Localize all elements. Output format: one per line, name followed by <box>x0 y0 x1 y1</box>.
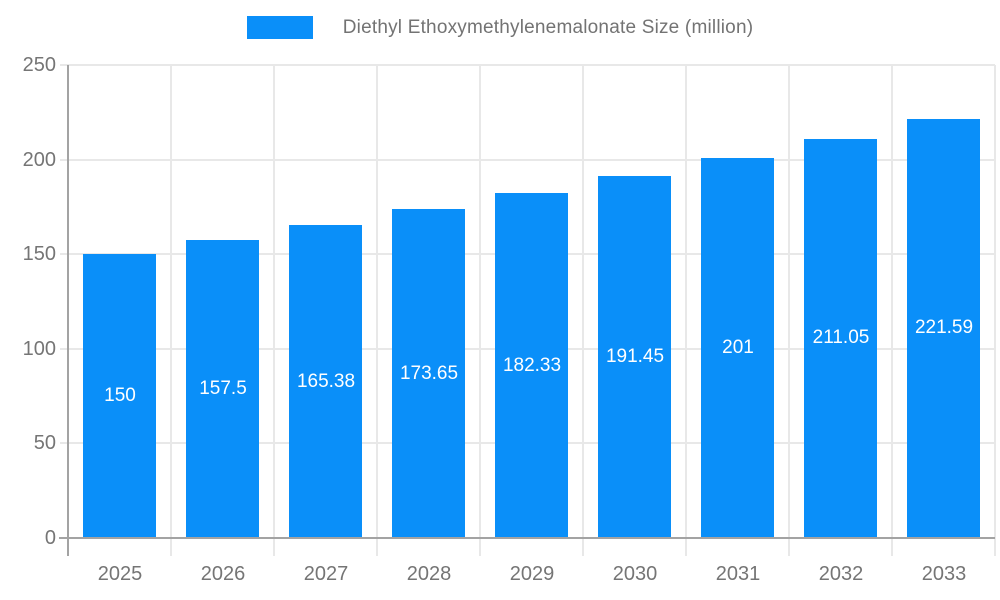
bar-value-label: 182.33 <box>502 355 562 376</box>
y-axis-tick-label: 100 <box>22 337 56 360</box>
bar[interactable] <box>907 118 980 538</box>
x-axis-tick-label: 2031 <box>715 563 761 585</box>
bar-value-label: 221.59 <box>914 317 974 338</box>
bar-value-label: 157.5 <box>199 378 247 399</box>
y-axis-tick-label: 0 <box>44 527 56 549</box>
y-axis-tick-label: 50 <box>33 432 56 455</box>
x-gridline <box>891 65 893 556</box>
bar[interactable] <box>701 157 774 538</box>
x-gridline <box>582 65 584 556</box>
bar-value-label: 165.38 <box>296 371 356 392</box>
bar[interactable] <box>392 209 465 538</box>
x-axis-tick-label: 2025 <box>97 563 143 585</box>
bar-value-label: 191.45 <box>605 346 665 367</box>
bar[interactable] <box>186 240 259 538</box>
x-axis-tick-label: 2027 <box>303 563 349 585</box>
x-gridline <box>685 65 687 556</box>
bar[interactable] <box>598 175 671 538</box>
x-axis-tick-label: 2030 <box>612 563 658 585</box>
y-axis-tick-label: 250 <box>22 54 56 76</box>
bar[interactable] <box>495 193 568 538</box>
chart-legend[interactable]: Diethyl Ethoxymethylenemalonate Size (mi… <box>0 16 1000 39</box>
y-axis-tick-label: 200 <box>22 148 56 171</box>
y-axis-tick-label: 150 <box>22 243 56 266</box>
y-gridline <box>60 64 995 66</box>
x-gridline <box>376 65 378 556</box>
bar-value-label: 173.65 <box>399 363 459 384</box>
bar-value-label: 201 <box>722 337 754 358</box>
legend-swatch[interactable] <box>246 16 313 39</box>
x-gridline <box>994 65 996 556</box>
bar-value-label: 211.05 <box>812 327 870 348</box>
y-gridline <box>60 158 995 161</box>
x-axis-tick-label: 2028 <box>406 563 452 585</box>
x-axis-line <box>59 537 995 539</box>
x-gridline <box>273 65 275 556</box>
x-gridline <box>788 65 790 556</box>
x-axis-tick-label: 2029 <box>509 563 555 585</box>
bar[interactable] <box>804 138 877 538</box>
bar[interactable] <box>83 254 156 538</box>
x-gridline <box>479 65 481 556</box>
y-axis-line <box>67 65 69 556</box>
bar-value-label: 150 <box>104 385 136 406</box>
x-gridline <box>170 65 172 556</box>
x-axis-tick-label: 2033 <box>921 563 967 585</box>
bar[interactable] <box>289 225 362 538</box>
x-axis-tick-label: 2026 <box>200 563 246 585</box>
legend-label: Diethyl Ethoxymethylenemalonate Size (mi… <box>342 16 754 38</box>
x-axis-tick-label: 2032 <box>818 563 864 585</box>
